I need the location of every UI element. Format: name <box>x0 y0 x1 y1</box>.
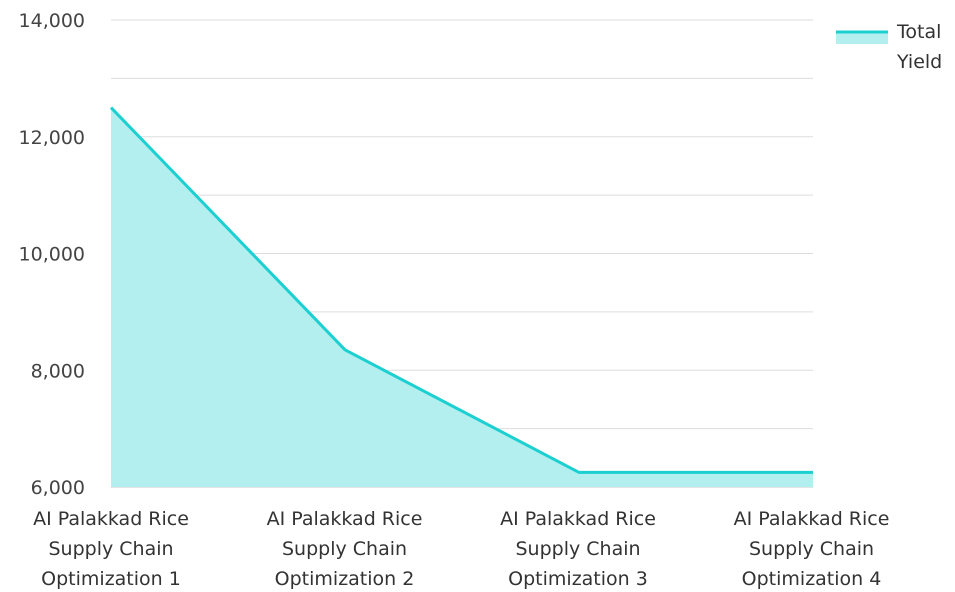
x-category-label: Optimization 2 <box>275 568 415 590</box>
y-tick-label: 6,000 <box>31 477 85 499</box>
x-category-label: Supply Chain <box>282 538 407 560</box>
series-area <box>109 106 813 487</box>
x-category-label: AI Palakkad Rice <box>267 508 423 530</box>
x-category-label: Optimization 1 <box>41 568 181 590</box>
legend: Total Yield <box>836 21 942 73</box>
series-area-fill <box>111 107 813 487</box>
x-category-label: Supply Chain <box>749 538 874 560</box>
x-axis-ticks: AI Palakkad Rice Supply Chain Optimization… <box>33 508 889 590</box>
x-category-label: Optimization 4 <box>742 568 882 590</box>
x-category-label: AI Palakkad Rice <box>734 508 890 530</box>
y-tick-label: 12,000 <box>19 127 85 149</box>
x-category-label: Optimization 3 <box>508 568 648 590</box>
y-tick-label: 14,000 <box>19 10 85 32</box>
y-axis-ticks: 6,000 8,000 10,000 12,000 14,000 <box>19 10 85 499</box>
y-tick-label: 10,000 <box>19 244 85 266</box>
legend-label-line-2: Yield <box>896 51 942 73</box>
x-category-label: Supply Chain <box>515 538 640 560</box>
x-category-label: AI Palakkad Rice <box>33 508 189 530</box>
legend-label-line-1: Total <box>896 21 941 43</box>
series-line <box>109 106 813 474</box>
legend-swatch-fill <box>836 32 888 44</box>
x-category-label: AI Palakkad Rice <box>500 508 656 530</box>
x-category-label: Supply Chain <box>48 538 173 560</box>
y-tick-label: 8,000 <box>31 360 85 382</box>
